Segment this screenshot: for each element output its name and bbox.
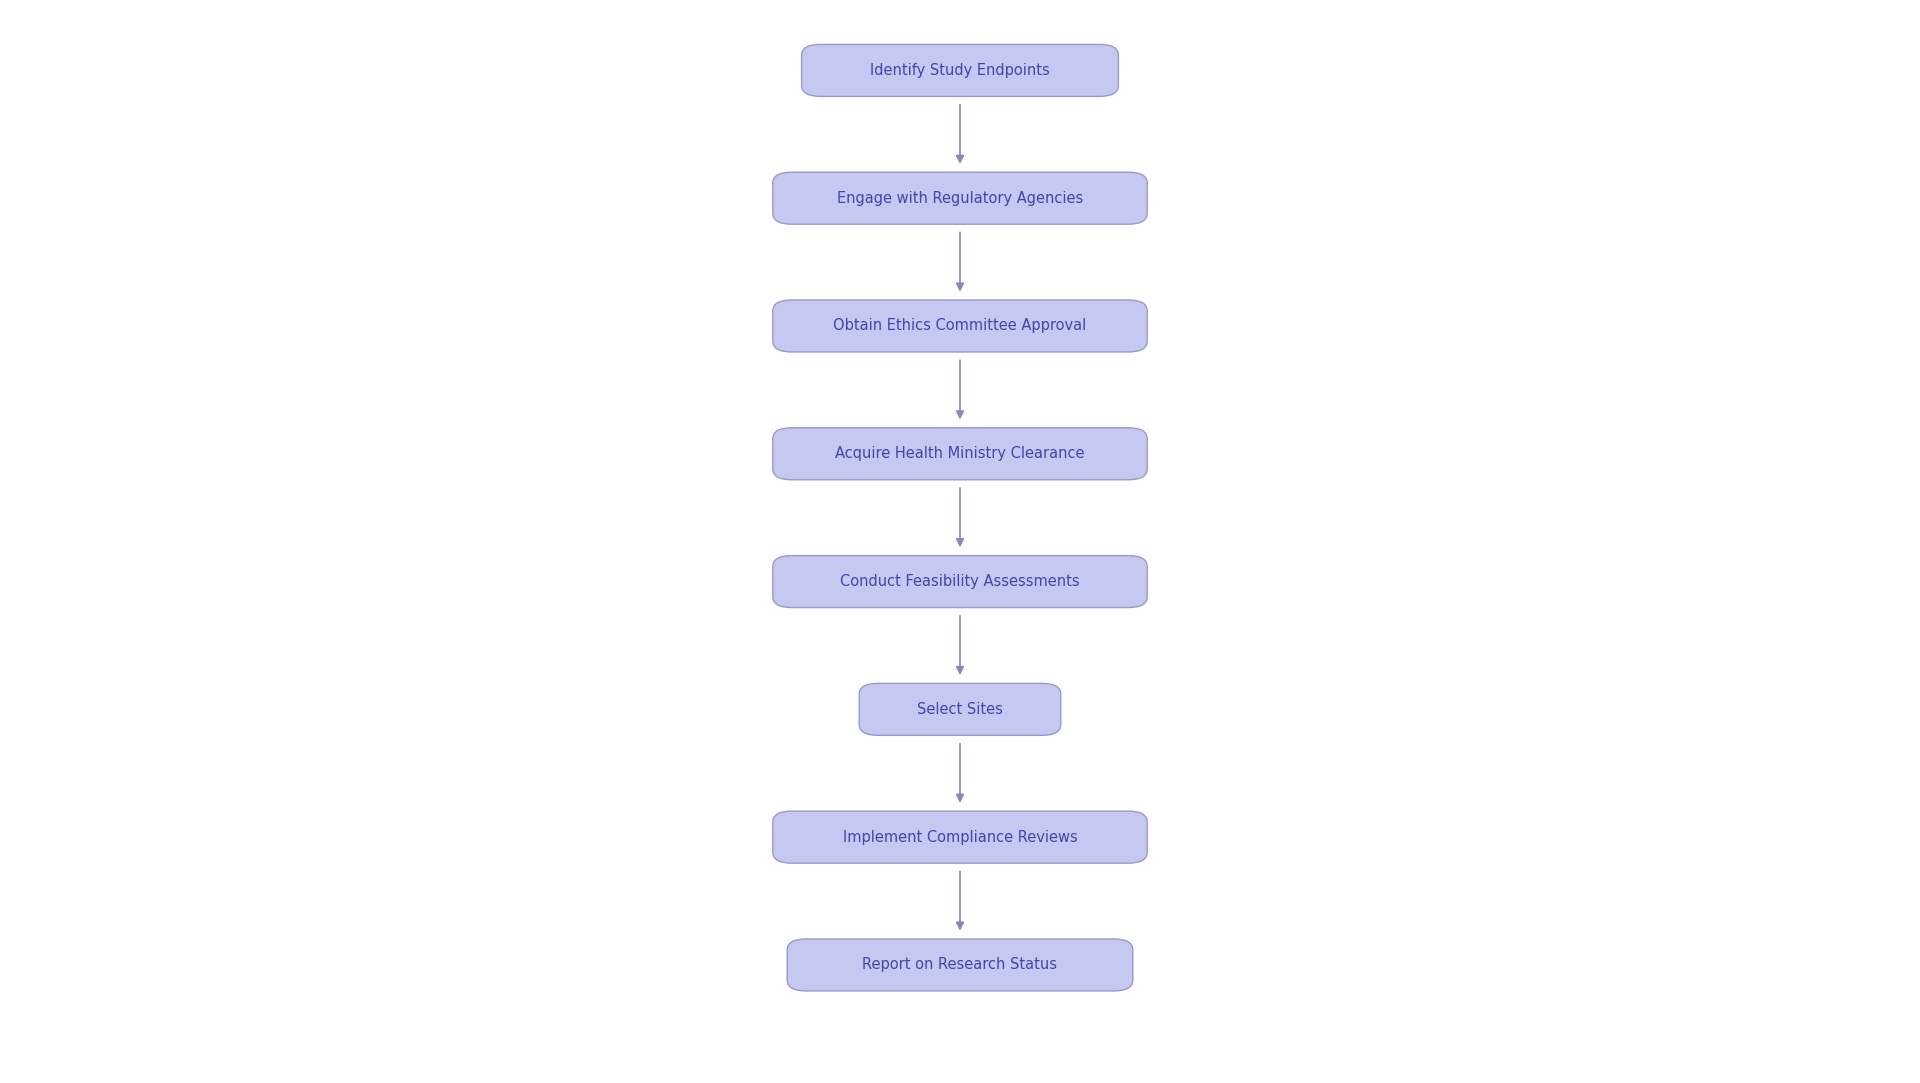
FancyBboxPatch shape bbox=[772, 300, 1146, 352]
Text: Conduct Feasibility Assessments: Conduct Feasibility Assessments bbox=[841, 574, 1079, 589]
FancyBboxPatch shape bbox=[801, 44, 1117, 96]
FancyBboxPatch shape bbox=[860, 683, 1060, 735]
Text: Obtain Ethics Committee Approval: Obtain Ethics Committee Approval bbox=[833, 318, 1087, 334]
Text: Implement Compliance Reviews: Implement Compliance Reviews bbox=[843, 830, 1077, 845]
FancyBboxPatch shape bbox=[772, 428, 1146, 480]
FancyBboxPatch shape bbox=[772, 172, 1146, 224]
Text: Report on Research Status: Report on Research Status bbox=[862, 957, 1058, 973]
Text: Acquire Health Ministry Clearance: Acquire Health Ministry Clearance bbox=[835, 446, 1085, 461]
FancyBboxPatch shape bbox=[787, 939, 1133, 991]
Text: Select Sites: Select Sites bbox=[918, 702, 1002, 717]
Text: Identify Study Endpoints: Identify Study Endpoints bbox=[870, 63, 1050, 78]
FancyBboxPatch shape bbox=[772, 811, 1146, 863]
FancyBboxPatch shape bbox=[772, 556, 1146, 608]
Text: Engage with Regulatory Agencies: Engage with Regulatory Agencies bbox=[837, 191, 1083, 206]
